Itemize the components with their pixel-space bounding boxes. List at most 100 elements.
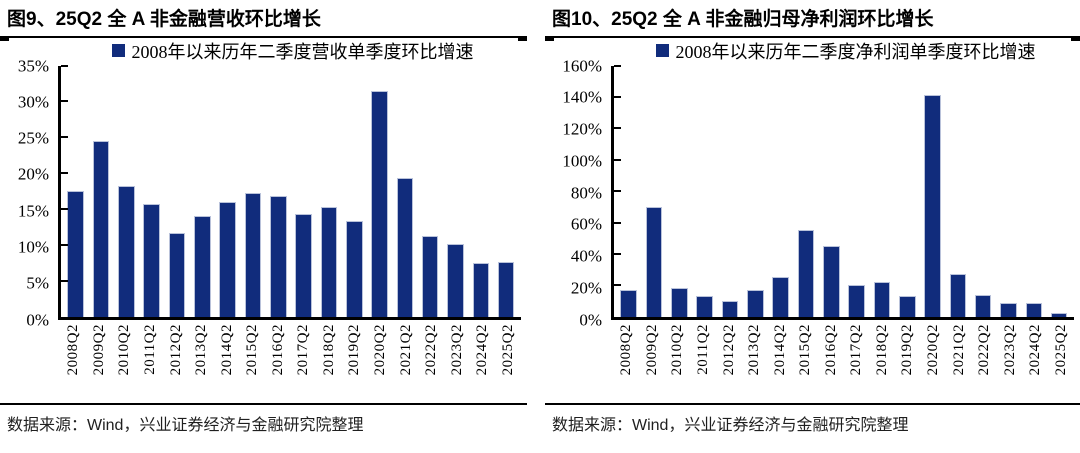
x-tick-label: 2021Q2	[397, 323, 414, 375]
bar-2020Q2	[371, 91, 388, 317]
legend: 2008年以来历年二季度营收单季度环比增速	[58, 38, 527, 66]
bar-slot	[215, 66, 240, 317]
chart-panel-revenue: 图9、25Q2 全 A 非金融营收环比增长 2008年以来历年二季度营收单季度环…	[0, 5, 527, 453]
x-tick-label: 2019Q2	[346, 323, 363, 375]
bar-2020Q2	[924, 95, 941, 317]
bar-2025Q2	[1051, 312, 1068, 317]
bar-slot	[869, 66, 894, 317]
x-tick-label: 2016Q2	[822, 323, 839, 375]
x-tick-label: 2009Q2	[643, 323, 660, 375]
y-tick-label: 100%	[562, 151, 602, 171]
y-tick-label: 40%	[570, 246, 602, 266]
x-tick-label: 2008Q2	[618, 323, 635, 375]
bar-2022Q2	[975, 294, 992, 317]
x-tick-label: 2010Q2	[116, 323, 133, 375]
bar-2017Q2	[848, 285, 865, 317]
bar-2025Q2	[498, 262, 515, 317]
legend-swatch-icon	[111, 44, 125, 58]
bar-2024Q2	[472, 262, 490, 317]
chart-title: 图10、25Q2 全 A 非金融归母净利润环比增长	[552, 9, 934, 30]
legend-label: 2008年以来历年二季度营收单季度环比增速	[131, 41, 474, 62]
bar-slot	[164, 66, 189, 317]
x-tick-label: 2016Q2	[269, 323, 286, 375]
source-rule	[0, 402, 527, 405]
source-rule	[545, 402, 1080, 405]
bar-slot	[88, 66, 113, 317]
x-tick-label: 2011Q2	[141, 323, 158, 375]
y-tick-label: 20%	[570, 278, 602, 298]
bar-slot	[418, 66, 443, 317]
y-tick-label: 80%	[570, 183, 602, 203]
plot-area	[58, 64, 521, 320]
bar-2012Q2	[721, 300, 739, 317]
y-tick-label: 120%	[562, 119, 602, 139]
y-tick	[614, 284, 621, 287]
bar-slot	[63, 66, 88, 317]
y-tick	[614, 158, 621, 161]
bar-slot	[266, 66, 291, 317]
bar-2011Q2	[143, 204, 160, 317]
bar-2021Q2	[396, 178, 414, 317]
bar-2012Q2	[168, 232, 186, 317]
x-tick-label: 2019Q2	[899, 323, 916, 375]
bar-slot	[392, 66, 417, 317]
y-tick	[61, 208, 68, 211]
plot-row: 160% 140% 120% 100% 80% 60% 40% 20% 0%	[545, 57, 1080, 328]
x-tick-label: 2010Q2	[669, 323, 686, 375]
source-note: 数据来源：Wind，兴业证券经济与金融研究院整理	[7, 416, 364, 434]
x-tick-label: 2013Q2	[746, 323, 763, 375]
bar-series	[614, 66, 1074, 317]
x-tick-label: 2015Q2	[244, 323, 261, 375]
x-tick-label: 2017Q2	[848, 323, 865, 375]
bar-slot	[190, 66, 215, 317]
bar-slot	[367, 66, 392, 317]
y-tick	[614, 190, 621, 193]
bar-2008Q2	[620, 289, 637, 317]
y-tick	[61, 64, 68, 67]
chart-panel-net-profit: 图10、25Q2 全 A 非金融归母净利润环比增长 2008年以来历年二季度净利…	[545, 5, 1080, 453]
bar-slot	[342, 66, 367, 317]
bar-slot	[819, 66, 844, 317]
x-tick-label: 2021Q2	[950, 323, 967, 375]
bar-2013Q2	[194, 216, 211, 317]
plot-area	[611, 64, 1074, 320]
y-tick	[61, 243, 68, 246]
y-tick	[614, 221, 621, 224]
x-tick-label: 2024Q2	[474, 323, 491, 375]
x-tick-label: 2013Q2	[193, 323, 210, 375]
bar-2017Q2	[295, 214, 312, 317]
bar-2018Q2	[320, 206, 338, 317]
bar-slot	[291, 66, 316, 317]
x-tick-label: 2025Q2	[499, 323, 516, 375]
bar-slot	[616, 66, 641, 317]
x-tick-label: 2008Q2	[65, 323, 82, 375]
bar-2015Q2	[244, 192, 262, 317]
y-tick-label: 160%	[562, 56, 602, 76]
y-tick-label: 0%	[26, 310, 49, 330]
bar-slot	[920, 66, 945, 317]
bar-slot	[494, 66, 519, 317]
y-tick	[614, 127, 621, 130]
x-tick-label: 2022Q2	[423, 323, 440, 375]
x-tick-label: 2018Q2	[873, 323, 890, 375]
bar-slot	[468, 66, 493, 317]
bar-2010Q2	[118, 186, 135, 317]
bar-2018Q2	[873, 282, 891, 317]
legend-label: 2008年以来历年二季度净利润单季度环比增速	[675, 41, 1036, 62]
bar-2009Q2	[645, 206, 663, 317]
bar-2013Q2	[747, 289, 764, 317]
bar-2016Q2	[823, 246, 840, 317]
bar-slot	[443, 66, 468, 317]
bar-slot	[945, 66, 970, 317]
x-tick-label: 2022Q2	[976, 323, 993, 375]
x-axis-labels: 2008Q2 2009Q2 2010Q2 2011Q2 2012Q2 2013Q2 2014…	[61, 320, 521, 400]
x-tick-label: 2011Q2	[694, 323, 711, 375]
bar-slot	[667, 66, 692, 317]
bar-slot	[793, 66, 818, 317]
x-tick-label: 2015Q2	[797, 323, 814, 375]
x-tick-label: 2023Q2	[1001, 323, 1018, 375]
y-tick-label: 0%	[579, 310, 602, 330]
x-tick-label: 2014Q2	[218, 323, 235, 375]
y-tick-label: 5%	[26, 273, 49, 293]
